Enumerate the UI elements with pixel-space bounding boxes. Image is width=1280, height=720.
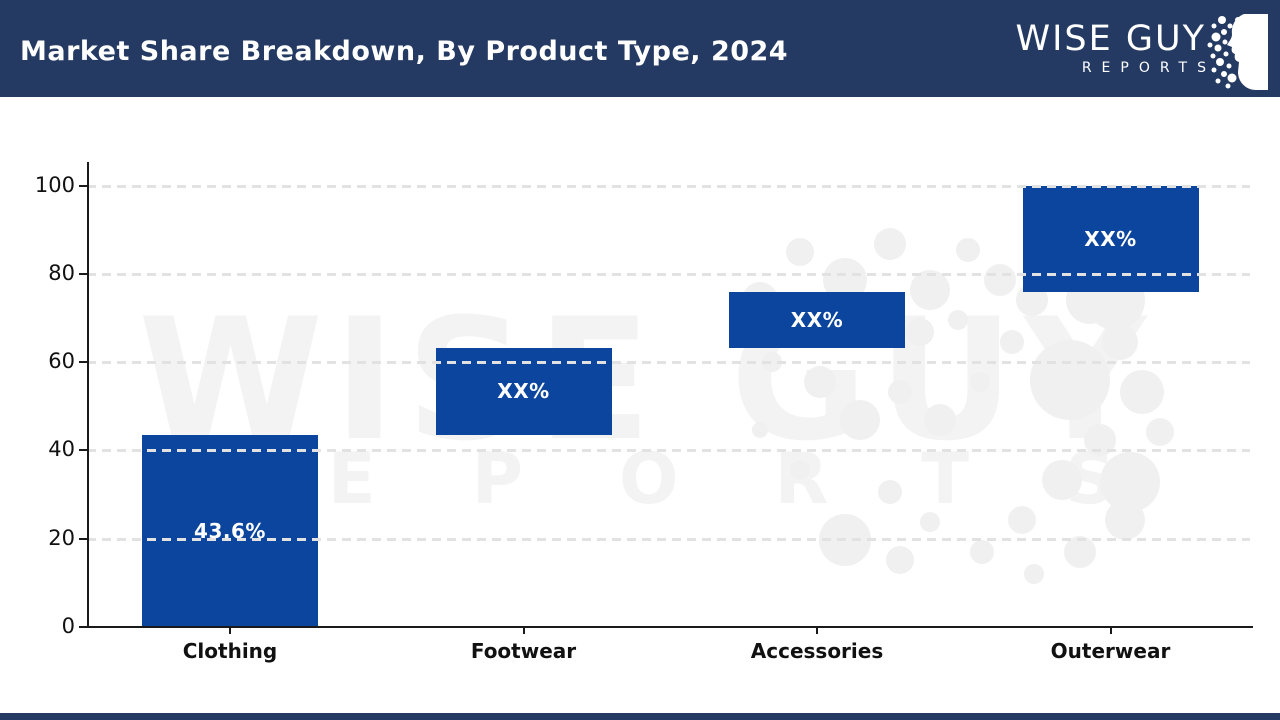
watermark-dot [1105, 500, 1145, 540]
watermark-dot [1102, 324, 1138, 360]
watermark-dot [874, 228, 906, 260]
logo-face-icon [1207, 14, 1268, 90]
wise-guy-reports-logo: WISE GUY REPORTS [988, 6, 1268, 94]
logo-subtitle: REPORTS [1081, 59, 1216, 76]
logo-text: WISE GUY REPORTS [1015, 20, 1206, 76]
x-category-label-clothing: Clothing [182, 639, 278, 663]
bar-value-label-accessories: XX% [790, 308, 844, 333]
bar-outerwear: XX% [1022, 185, 1199, 293]
x-tick-accessories [816, 627, 818, 634]
y-tick-label-0: 0 [61, 614, 75, 638]
y-tick-label-80: 80 [48, 260, 75, 285]
x-tick-footwear [522, 627, 525, 634]
watermark-dot [878, 480, 902, 504]
header-band: Market Share Breakdown, By Product Type,… [0, 0, 1280, 97]
watermark-dot [970, 372, 990, 392]
watermark-dot [1146, 418, 1174, 446]
y-tick-label-60: 60 [48, 349, 75, 374]
bar-value-label-footwear: XX% [497, 379, 550, 404]
chart-title: Market Share Breakdown, By Product Type,… [20, 36, 789, 67]
watermark-dot [1008, 506, 1036, 534]
bar-clothing: 43.6% [142, 434, 318, 627]
watermark-dot [786, 238, 814, 266]
footer-bar [0, 713, 1280, 720]
y-tick-label-40: 40 [48, 437, 75, 462]
bar-accessories: XX% [729, 292, 905, 348]
watermark-dot [804, 366, 836, 398]
y-tick-60 [79, 361, 87, 364]
watermark-dot [956, 238, 980, 262]
logo-wordmark: WISE GUY [1015, 19, 1206, 59]
watermark-dot [752, 422, 768, 438]
watermark-dot [970, 540, 994, 564]
x-category-label-footwear: Footwear [470, 639, 577, 663]
watermark-dot [906, 318, 934, 346]
x-category-label-accessories: Accessories [750, 639, 884, 663]
watermark-dot [910, 270, 950, 310]
watermark-dot [886, 546, 914, 574]
watermark-dot [948, 310, 968, 330]
watermark-dot [840, 400, 880, 440]
gridline-100 [87, 184, 1250, 188]
y-tick-label-100: 100 [34, 172, 75, 197]
watermark-dot [1042, 460, 1082, 500]
watermark-dot [1120, 370, 1164, 414]
watermark-dot [1000, 330, 1024, 354]
y-tick-20 [79, 537, 87, 540]
watermark-dot [1030, 340, 1110, 420]
y-tick-80 [79, 272, 87, 275]
watermark-dot [888, 380, 912, 404]
gridline-80 [87, 272, 1250, 276]
y-tick-label-20: 20 [48, 525, 75, 550]
bar-value-label-outerwear: XX% [1084, 226, 1137, 251]
watermark-dot [790, 460, 810, 480]
y-tick-40 [79, 449, 87, 452]
watermark-dot [920, 512, 940, 532]
y-tick-0 [79, 626, 87, 628]
watermark-dot [924, 404, 956, 436]
x-tick-outerwear [1109, 627, 1112, 634]
y-tick-100 [79, 184, 87, 187]
watermark-dot [984, 264, 1016, 296]
gridline-20 [87, 537, 1250, 541]
y-axis-line [87, 162, 89, 628]
gridline-60 [87, 361, 1250, 365]
x-category-label-outerwear: Outerwear [1050, 639, 1171, 663]
x-axis-line [87, 626, 1253, 628]
watermark-dot [1064, 536, 1096, 568]
watermark-dot [1024, 564, 1044, 584]
gridline-40 [87, 449, 1250, 453]
x-tick-clothing [229, 627, 231, 634]
